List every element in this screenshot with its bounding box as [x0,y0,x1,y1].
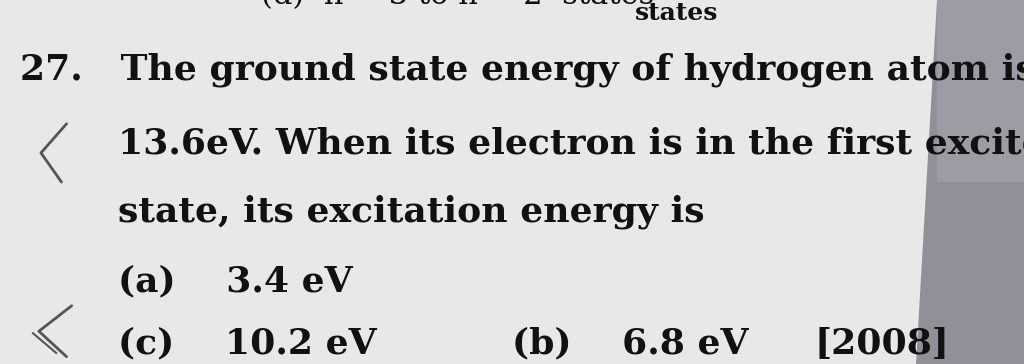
Text: 27.   The ground state energy of hydrogen atom is: 27. The ground state energy of hydrogen … [20,53,1024,87]
Text: (c)    10.2 eV: (c) 10.2 eV [118,327,377,360]
Text: state, its excitation energy is: state, its excitation energy is [118,195,705,229]
Text: (b)    6.8 eV: (b) 6.8 eV [512,327,749,360]
Text: (a)    3.4 eV: (a) 3.4 eV [118,265,352,298]
Polygon shape [937,0,1024,182]
Text: states: states [635,1,718,25]
Polygon shape [916,0,1024,364]
Text: 13.6eV. When its electron is in the first excited: 13.6eV. When its electron is in the firs… [118,126,1024,160]
Text: [2008]: [2008] [814,327,949,360]
Text: (d)  n = 3 to n = 2  states: (d) n = 3 to n = 2 states [261,0,654,11]
